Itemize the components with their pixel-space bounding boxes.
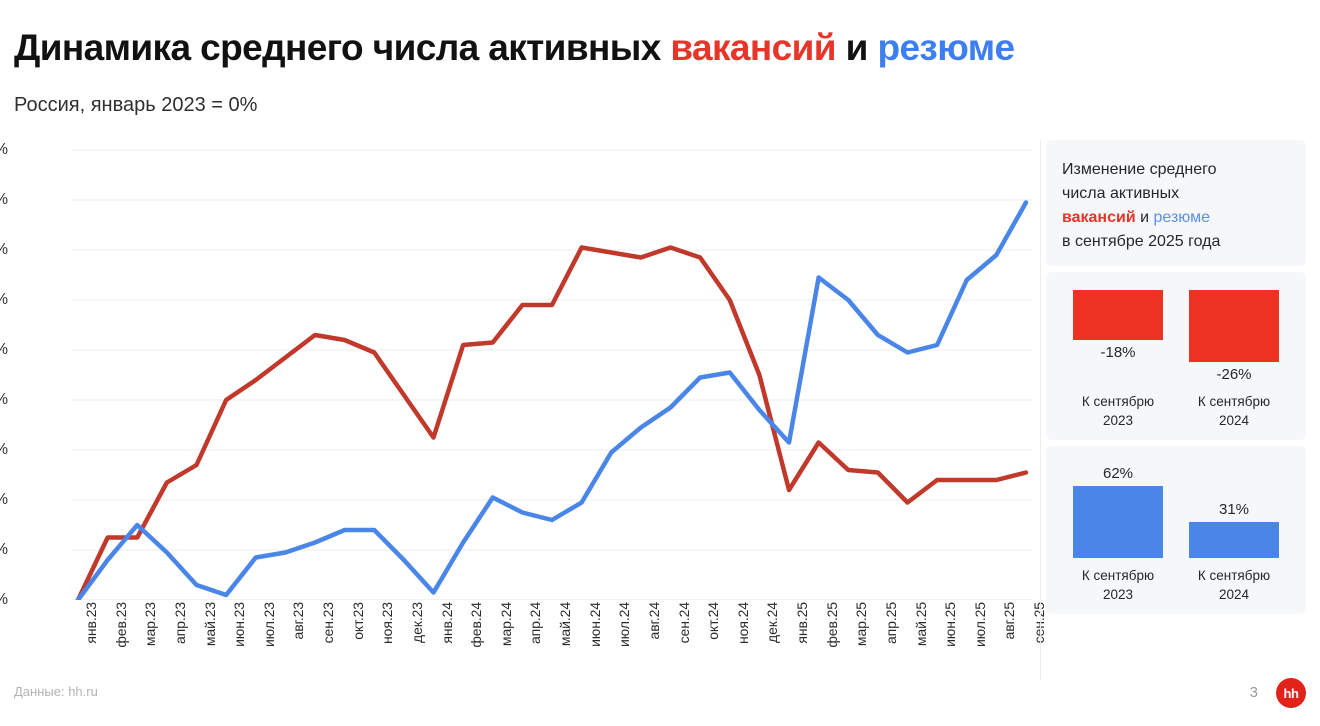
bar-caption: К сентябрю 2023 xyxy=(1081,568,1155,602)
x-axis-tick-10: ноя.23 xyxy=(379,602,396,644)
y-axis-tick-60: 60% xyxy=(0,291,8,309)
x-axis-tick-3: апр.23 xyxy=(171,602,188,645)
x-axis-tick-24: янв.25 xyxy=(794,602,810,644)
y-axis-tick-0: 0% xyxy=(0,591,8,609)
page-number: 3 xyxy=(1249,684,1258,701)
x-axis-tick-17: июн.24 xyxy=(586,602,603,647)
heading-conjunction: и xyxy=(1135,209,1154,226)
x-axis-tick-30: июл.25 xyxy=(971,602,988,648)
x-axis-tick-0: янв.23 xyxy=(83,602,99,644)
bar-column: 31% К сентябрю 2024 xyxy=(1186,446,1282,614)
y-axis-tick-30: 30% xyxy=(0,441,8,459)
x-axis-tick-32: сен.25 xyxy=(1031,602,1047,644)
heading-word-vacancies: вакансий xyxy=(1062,209,1136,226)
chart-plot-area xyxy=(72,140,1032,600)
hh-logo-icon: hh xyxy=(1276,678,1306,708)
bar-rect xyxy=(1073,290,1163,340)
x-axis-tick-26: мар.25 xyxy=(853,602,870,647)
x-axis-tick-2: мар.23 xyxy=(142,602,159,647)
y-axis-tick-90: 90% xyxy=(0,141,8,159)
y-axis-tick-70: 70% xyxy=(0,241,8,259)
x-axis-tick-1: фев.23 xyxy=(112,602,129,648)
x-axis-tick-21: окт.24 xyxy=(705,602,722,640)
y-axis-tick-40: 40% xyxy=(0,391,8,409)
x-axis-tick-14: мар.24 xyxy=(497,602,514,647)
vacancies-bar-card: -18% К сентябрю 2023 -26% К сентябрю 2024 xyxy=(1046,272,1306,440)
x-axis-tick-11: дек.23 xyxy=(408,602,425,643)
x-axis-tick-9: окт.23 xyxy=(349,602,366,640)
x-axis-tick-13: фев.24 xyxy=(468,602,485,648)
x-axis-tick-5: июн.23 xyxy=(231,602,248,647)
bar-caption: К сентябрю 2024 xyxy=(1197,568,1271,602)
heading-word-resumes: резюме xyxy=(1153,209,1211,226)
x-axis-tick-25: фев.25 xyxy=(823,602,840,648)
summary-panel-heading: Изменение среднего числа активных ваканс… xyxy=(1046,140,1306,254)
bar-value-label: -18% xyxy=(1100,343,1136,361)
chart-container: янв.23 фев.23 мар.23 апр.23 май.23 июн.23 июл.… xyxy=(0,140,1047,648)
summary-panel-heading-card: Изменение среднего числа активных ваканс… xyxy=(1046,140,1306,266)
x-axis-tick-12: янв.24 xyxy=(438,602,455,644)
y-axis-tick-10: 10% xyxy=(0,541,8,559)
title-part-1: Динамика среднего числа активных xyxy=(14,27,671,68)
x-axis: янв.23 фев.23 мар.23 апр.23 май.23 июн.23 июл.… xyxy=(72,602,1047,702)
heading-line-1: Изменение среднего xyxy=(1062,161,1217,178)
data-source-label: Данные: hh.ru xyxy=(14,684,98,699)
bar-value-label: 31% xyxy=(1218,501,1250,518)
bar-caption: К сентябрю 2024 xyxy=(1197,394,1271,428)
x-axis-tick-20: сен.24 xyxy=(675,602,692,644)
bar-value-label: -26% xyxy=(1216,366,1252,383)
x-axis-tick-31: авг.25 xyxy=(1001,602,1018,640)
vacancies-bar-group: -18% К сентябрю 2023 -26% К сентябрю 2024 xyxy=(1046,272,1306,440)
x-axis-tick-28: май.25 xyxy=(912,602,929,647)
panel-divider xyxy=(1040,140,1041,680)
y-axis-tick-80: 80% xyxy=(0,191,8,209)
bar-rect xyxy=(1189,290,1279,362)
line-chart-svg xyxy=(72,149,1032,600)
x-axis-tick-15: апр.24 xyxy=(527,602,544,645)
x-axis-tick-18: июл.24 xyxy=(616,602,633,648)
heading-line-2: числа активных xyxy=(1062,185,1180,202)
page-title: Динамика среднего числа активных ваканси… xyxy=(14,26,1015,70)
chart-gridlines xyxy=(72,149,1032,600)
bar-column: 62% К сентябрю 2023 xyxy=(1070,446,1166,614)
title-word-resumes: резюме xyxy=(877,27,1015,68)
x-axis-tick-8: сен.23 xyxy=(320,602,336,644)
resumes-bar-card: 62% К сентябрю 2023 31% К сентябрю 2024 xyxy=(1046,446,1306,614)
x-axis-tick-19: авг.24 xyxy=(645,602,662,640)
x-axis-tick-27: апр.25 xyxy=(882,602,899,645)
x-axis-tick-16: май.24 xyxy=(557,602,573,647)
series-line-resumes xyxy=(75,200,1029,600)
bar-column: -26% К сентябрю 2024 xyxy=(1186,272,1282,440)
y-axis-tick-20: 20% xyxy=(0,491,8,509)
summary-panel: Изменение среднего числа активных ваканс… xyxy=(1046,140,1306,614)
x-axis-tick-7: авг.23 xyxy=(290,602,307,640)
page-subtitle: Россия, январь 2023 = 0% xyxy=(14,94,258,116)
y-axis-tick-50: 50% xyxy=(0,341,8,359)
bar-caption: К сентябрю 2023 xyxy=(1081,394,1155,428)
bar-rect xyxy=(1073,486,1163,558)
series-line-vacancies xyxy=(75,245,1029,600)
title-conjunction: и xyxy=(835,27,878,68)
x-axis-tick-23: дек.24 xyxy=(764,602,781,643)
x-axis-tick-22: ноя.24 xyxy=(734,602,751,644)
x-axis-tick-29: июн.25 xyxy=(942,602,959,647)
heading-line-3: в сентябре 2025 года xyxy=(1062,233,1221,250)
bar-column: -18% К сентябрю 2023 xyxy=(1070,272,1166,440)
bar-value-label: 62% xyxy=(1102,465,1134,482)
bar-rect xyxy=(1189,522,1279,558)
title-word-vacancies: вакансий xyxy=(670,27,836,68)
resumes-bar-group: 62% К сентябрю 2023 31% К сентябрю 2024 xyxy=(1046,446,1306,614)
x-axis-tick-6: июл.23 xyxy=(260,602,277,648)
x-axis-tick-4: май.23 xyxy=(201,602,218,647)
